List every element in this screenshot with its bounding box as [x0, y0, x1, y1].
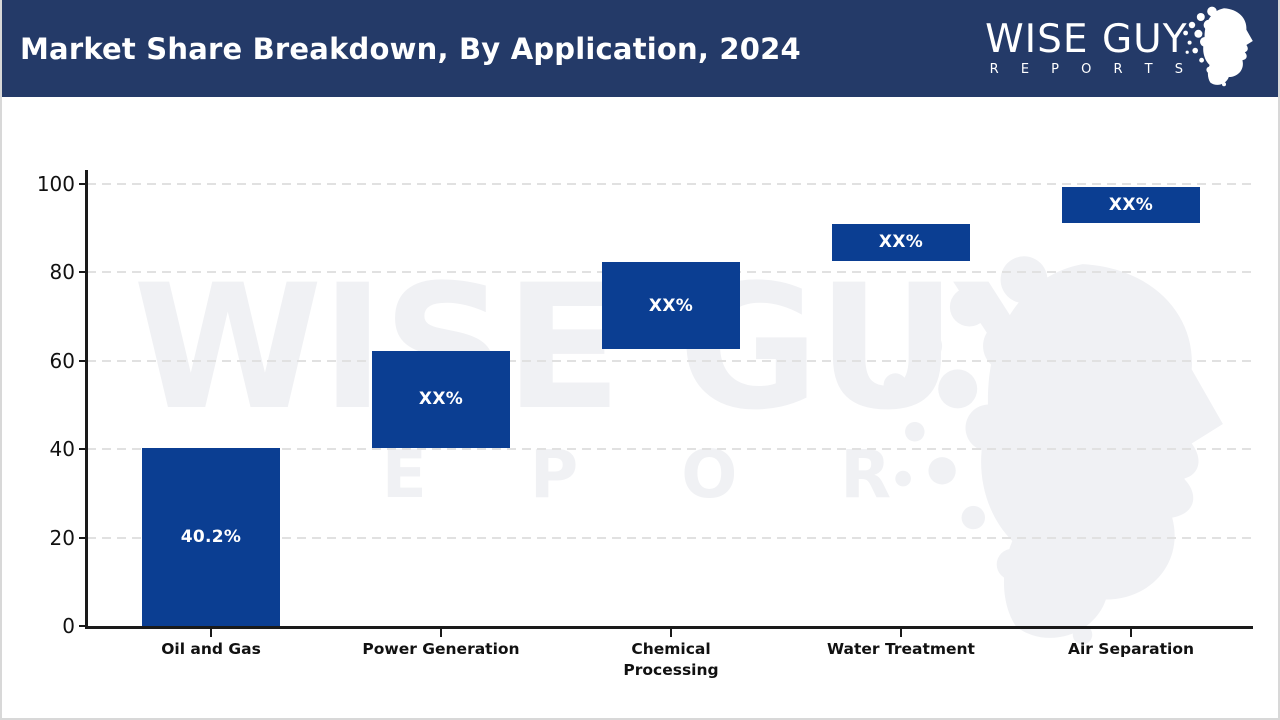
bar-value-label: XX%	[648, 295, 694, 316]
bar-segment: XX%	[1062, 187, 1200, 223]
y-axis-tick	[79, 271, 87, 274]
y-axis-tick-label: 80	[49, 260, 75, 285]
y-axis-tick	[79, 625, 87, 627]
bar-segment: XX%	[372, 350, 510, 449]
y-axis-tick-label: 100	[36, 172, 75, 196]
x-axis-tick	[670, 629, 672, 637]
y-axis-tick-label: 20	[49, 525, 75, 550]
head-dots-icon	[1183, 6, 1253, 86]
x-axis-category-label: Power Generation	[362, 640, 520, 658]
y-axis-tick	[79, 183, 87, 185]
x-axis-category-label: Air Separation	[1067, 640, 1195, 658]
page-title: Market Share Breakdown, By Application, …	[20, 31, 801, 66]
x-axis-tick	[210, 629, 212, 637]
x-axis-line	[85, 626, 1253, 629]
wise-guy-reports-logo: WISE GUY R E P O R T S	[981, 5, 1280, 93]
header-bar: Market Share Breakdown, By Application, …	[0, 0, 1280, 97]
x-axis-tick	[1130, 629, 1132, 637]
bar-segment: XX%	[832, 223, 970, 261]
bar-segment: XX%	[602, 262, 740, 350]
y-axis-tick	[79, 448, 87, 451]
gridline	[87, 448, 1253, 451]
bar-value-label: XX%	[878, 232, 924, 253]
y-axis-tick-label: 0	[62, 614, 75, 638]
gridline	[87, 183, 1253, 185]
x-axis-tick	[900, 629, 902, 637]
logo-wordmark: WISE GUY	[985, 17, 1188, 62]
y-axis-tick	[79, 359, 87, 362]
bar-value-label: XX%	[1108, 194, 1154, 215]
bar-value-label: XX%	[418, 389, 464, 410]
x-axis-category-label: Oil and Gas	[161, 640, 261, 658]
y-axis-tick-label: 40	[49, 437, 75, 462]
bar-segment: 40.2%	[142, 448, 280, 626]
x-axis-category-label: Water Treatment	[827, 640, 975, 658]
y-axis-tick-label: 60	[49, 348, 75, 373]
logo-subtext: R E P O R T S	[989, 62, 1192, 77]
x-axis-tick	[440, 629, 442, 637]
bar-value-label: 40.2%	[180, 527, 242, 548]
y-axis-tick	[79, 536, 87, 539]
gridline	[87, 536, 1253, 539]
y-axis-line	[85, 170, 88, 628]
x-axis-category-label: Chemical Processing	[623, 640, 719, 679]
gridline	[87, 359, 1253, 362]
